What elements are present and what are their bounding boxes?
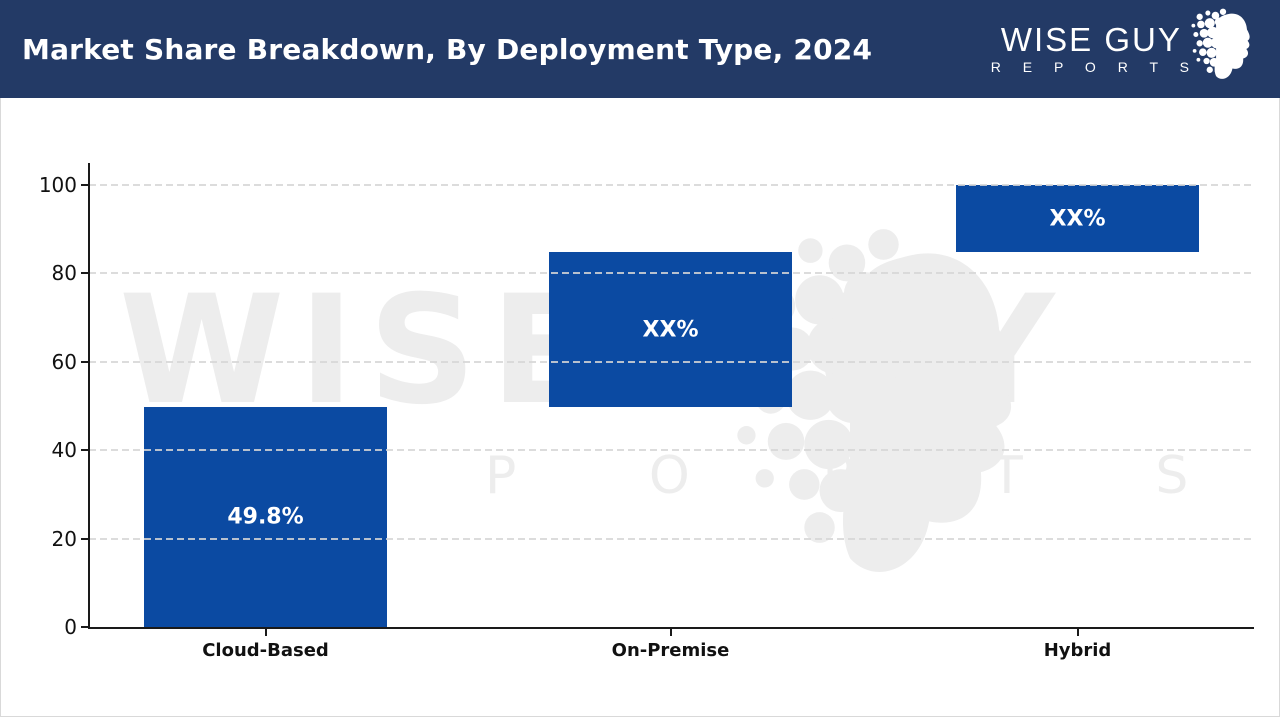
gridline-20 [89, 537, 1254, 540]
gridline-80 [89, 272, 1254, 275]
gridline-100 [89, 184, 1254, 186]
bar-value-label: 49.8% [227, 504, 304, 530]
y-tick-40 [81, 449, 89, 452]
category-label-2: Hybrid [1043, 640, 1112, 661]
y-tick-80 [81, 272, 89, 275]
y-tick-20 [81, 537, 89, 540]
bar-cloud-based [144, 406, 387, 627]
gridline-60 [89, 360, 1254, 363]
header-bar: Market Share Breakdown, By Deployment Ty… [0, 0, 1280, 98]
chart-title: Market Share Breakdown, By Deployment Ty… [22, 32, 873, 66]
y-tick-100 [81, 184, 89, 186]
bar-hybrid [956, 185, 1199, 253]
y-tick-label-0: 0 [64, 615, 77, 639]
bar-on-premise [549, 252, 792, 407]
x-tick-0 [264, 628, 267, 636]
y-tick-0 [81, 626, 89, 628]
logo-text: WISE GUY R E P O R T S [985, 20, 1198, 76]
category-label-0: Cloud-Based [202, 640, 329, 661]
y-tick-label-100: 100 [38, 173, 77, 197]
logo-wordmark: WISE GUY [1000, 20, 1182, 58]
bar-value-label: XX% [1049, 206, 1106, 232]
bar-value-label: XX% [642, 317, 699, 343]
x-tick-1 [669, 628, 672, 636]
y-tick-label-80: 80 [51, 261, 77, 286]
chart-area: WISE GUY R E P O R T S 02040608010049.8%… [0, 98, 1280, 717]
y-tick-label-20: 20 [51, 526, 77, 551]
x-axis-spine [88, 627, 1254, 629]
category-label-1: On-Premise [611, 640, 730, 661]
y-tick-label-40: 40 [51, 438, 77, 463]
y-tick-60 [81, 360, 89, 363]
gridline-40 [89, 449, 1254, 452]
logo-subtitle: R E P O R T S [990, 59, 1198, 76]
y-tick-label-60: 60 [51, 349, 77, 374]
wise-guy-logo: WISE GUY R E P O R T S [985, 8, 1262, 90]
y-axis-spine [88, 163, 90, 629]
x-tick-2 [1076, 628, 1079, 636]
